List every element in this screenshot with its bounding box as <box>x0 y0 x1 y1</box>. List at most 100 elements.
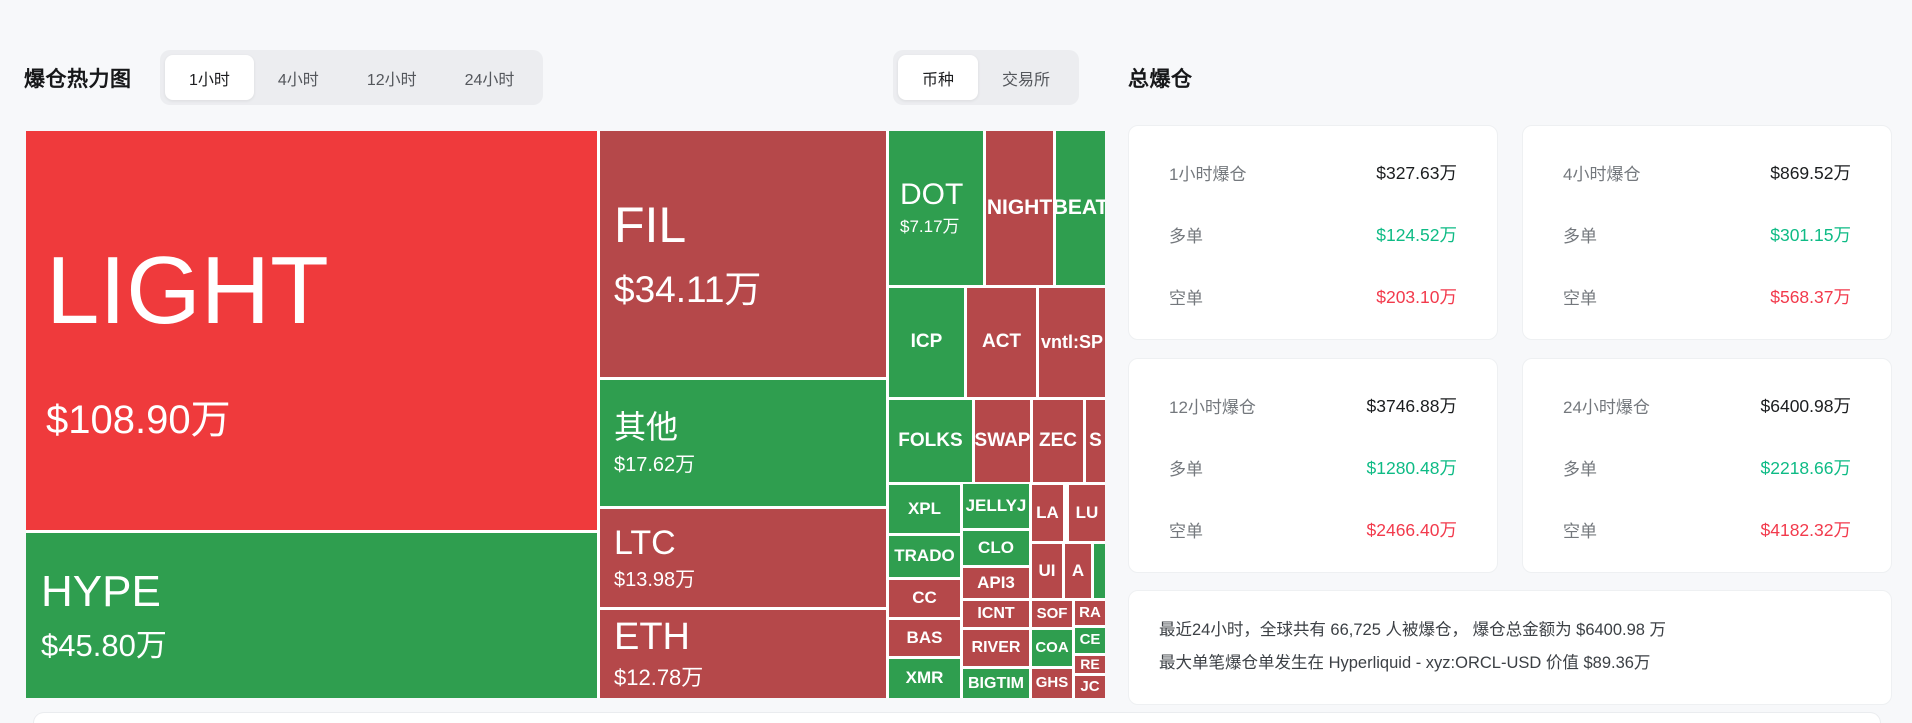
treemap-cell-RE[interactable]: RE <box>1075 656 1105 673</box>
cell-value: $17.62万 <box>614 454 696 477</box>
cell-symbol: LTC <box>614 523 676 562</box>
card-row-long: 多单 $2218.66万 <box>1563 455 1851 480</box>
row-label: 空单 <box>1169 522 1203 541</box>
row-label: 12小时爆仓 <box>1169 398 1256 417</box>
cell-symbol: ICP <box>910 331 943 353</box>
treemap-cell-HYPE[interactable]: HYPE $45.80万 <box>26 533 597 698</box>
treemap-cell-COA[interactable]: COA <box>1032 630 1072 666</box>
cell-symbol: SWAP <box>975 429 1030 451</box>
treemap-cell-BIGTIM[interactable]: BIGTIM <box>963 669 1029 698</box>
row-value-short: $203.10万 <box>1376 287 1457 307</box>
liquidation-card-1小时爆仓: 1小时爆仓 $327.63万 多单 $124.52万 空单 $203.10万 <box>1128 125 1498 340</box>
cell-symbol: RIVER <box>971 639 1021 657</box>
treemap-cell-CE[interactable]: CE <box>1075 628 1105 653</box>
treemap-cell-RIVER[interactable]: RIVER <box>963 630 1029 666</box>
row-value-total: $3746.88万 <box>1366 396 1458 416</box>
cell-symbol: COA <box>1035 638 1069 656</box>
treemap-cell-BAS[interactable]: BAS <box>889 620 960 656</box>
total-liquidation-title: 总爆仓 <box>1128 67 1193 91</box>
treemap-cell-其他[interactable]: 其他 $17.62万 <box>600 380 886 506</box>
card-row-long: 多单 $301.15万 <box>1563 222 1851 247</box>
treemap-cell-CLO[interactable]: CLO <box>963 531 1029 565</box>
card-row-total: 12小时爆仓 $3746.88万 <box>1169 393 1457 418</box>
card-row-short: 空单 $4182.32万 <box>1563 517 1851 542</box>
tab-24小时[interactable]: 24小时 <box>464 71 515 89</box>
cell-symbol: A <box>1071 560 1085 580</box>
treemap-cell-ICP[interactable]: ICP <box>889 288 964 397</box>
cell-symbol: ZEC <box>1039 429 1077 451</box>
treemap-cell-unlabeled[interactable] <box>1094 544 1105 598</box>
liquidation-cards: 1小时爆仓 $327.63万多单 $124.52万空单 $203.10万 4小时爆仓 $8… <box>1128 125 1892 573</box>
treemap-cell-LA[interactable]: LA <box>1032 485 1063 541</box>
treemap-cell-ACT[interactable]: ACT <box>967 288 1036 397</box>
row-value-short: $2466.40万 <box>1366 520 1458 540</box>
treemap-cell-A[interactable]: A <box>1065 544 1091 598</box>
row-value-long: $301.15万 <box>1770 225 1851 245</box>
cell-symbol: CE <box>1079 631 1101 649</box>
card-row-total: 1小时爆仓 $327.63万 <box>1169 160 1457 185</box>
summary-line-1: 最近24小时，全球共有 66,725 人被爆仓， 爆仓总金额为 $6400.98… <box>1159 621 1667 639</box>
cell-symbol: LU <box>1075 502 1099 522</box>
treemap-cell-vntl:SP[interactable]: vntl:SP <box>1039 288 1105 397</box>
card-row-short: 空单 $568.37万 <box>1563 284 1851 309</box>
summary-line-2: 最大单笔爆仓单发生在 Hyperliquid - xyz:ORCL-USD 价值… <box>1159 654 1651 672</box>
treemap-cell-CC[interactable]: CC <box>889 580 960 617</box>
cell-symbol: TRADO <box>894 546 955 566</box>
card-row-total: 24小时爆仓 $6400.98万 <box>1563 393 1851 418</box>
cell-symbol: CC <box>912 588 937 608</box>
treemap-cell-ZEC[interactable]: ZEC <box>1033 400 1083 482</box>
tab-4小时[interactable]: 4小时 <box>277 71 319 89</box>
cell-value: $34.11万 <box>614 268 762 310</box>
tab-1小时[interactable]: 1小时 <box>165 55 254 100</box>
cell-symbol: JC <box>1080 677 1100 695</box>
row-value-long: $124.52万 <box>1376 225 1457 245</box>
summary-card: 最近24小时，全球共有 66,725 人被爆仓， 爆仓总金额为 $6400.98… <box>1128 590 1892 705</box>
toggle-交易所[interactable]: 交易所 <box>1002 71 1051 89</box>
cell-symbol: LA <box>1036 502 1059 522</box>
page-title: 爆仓热力图 <box>24 67 132 91</box>
cell-symbol: API3 <box>977 572 1015 592</box>
row-label: 多单 <box>1169 227 1203 246</box>
treemap-cell-XPL[interactable]: XPL <box>889 485 960 533</box>
treemap-cell-LIGHT[interactable]: LIGHT $108.90万 <box>26 131 597 530</box>
cell-symbol: XPL <box>907 498 942 518</box>
treemap-cell-DOT[interactable]: DOT $7.17万 <box>889 131 983 285</box>
treemap-cell-LTC[interactable]: LTC $13.98万 <box>600 509 886 607</box>
treemap-cell-API3[interactable]: API3 <box>963 568 1029 598</box>
cell-symbol: S <box>1089 429 1102 451</box>
treemap-cell-JC[interactable]: JC <box>1075 676 1105 698</box>
row-label: 24小时爆仓 <box>1563 398 1650 417</box>
row-label: 空单 <box>1563 289 1597 308</box>
treemap-cell-FOLKS[interactable]: FOLKS <box>889 400 972 482</box>
cell-symbol: ICNT <box>977 605 1015 623</box>
treemap-cell-BEAT[interactable]: BEAT <box>1056 131 1105 285</box>
card-row-long: 多单 $1280.48万 <box>1169 455 1457 480</box>
treemap-cell-JELLYJ[interactable]: JELLYJ <box>963 484 1029 528</box>
card-row-total: 4小时爆仓 $869.52万 <box>1563 160 1851 185</box>
treemap-cell-RA[interactable]: RA <box>1075 601 1105 625</box>
row-value-short: $4182.32万 <box>1760 520 1852 540</box>
treemap-cell-GHS[interactable]: GHS <box>1032 669 1072 698</box>
treemap-cell-SOF[interactable]: SOF <box>1032 601 1072 627</box>
treemap-cell-XMR[interactable]: XMR <box>889 659 960 698</box>
treemap-cell-S[interactable]: S <box>1086 400 1105 482</box>
cell-symbol: RA <box>1079 603 1101 621</box>
cell-symbol: RE <box>1080 656 1100 672</box>
treemap-cell-TRADO[interactable]: TRADO <box>889 536 960 577</box>
treemap-cell-ETH[interactable]: ETH $12.78万 <box>600 610 886 698</box>
tab-12小时[interactable]: 12小时 <box>366 71 417 89</box>
row-value-long: $1280.48万 <box>1366 458 1458 478</box>
cell-symbol: NIGHT <box>986 195 1053 219</box>
cell-symbol: HYPE <box>41 566 161 616</box>
treemap-cell-UI[interactable]: UI <box>1032 544 1062 598</box>
treemap-cell-NIGHT[interactable]: NIGHT <box>986 131 1053 285</box>
cell-value: $12.78万 <box>614 665 704 691</box>
treemap-cell-FIL[interactable]: FIL $34.11万 <box>600 131 886 377</box>
treemap-cell-LU[interactable]: LU <box>1069 485 1105 541</box>
cell-symbol: XMR <box>905 668 944 688</box>
treemap-cell-ICNT[interactable]: ICNT <box>963 601 1029 627</box>
toggle-币种[interactable]: 币种 <box>898 55 979 100</box>
cell-symbol: DOT <box>900 178 964 212</box>
treemap-cell-SWAP[interactable]: SWAP <box>975 400 1030 482</box>
cell-symbol: ETH <box>614 616 690 659</box>
